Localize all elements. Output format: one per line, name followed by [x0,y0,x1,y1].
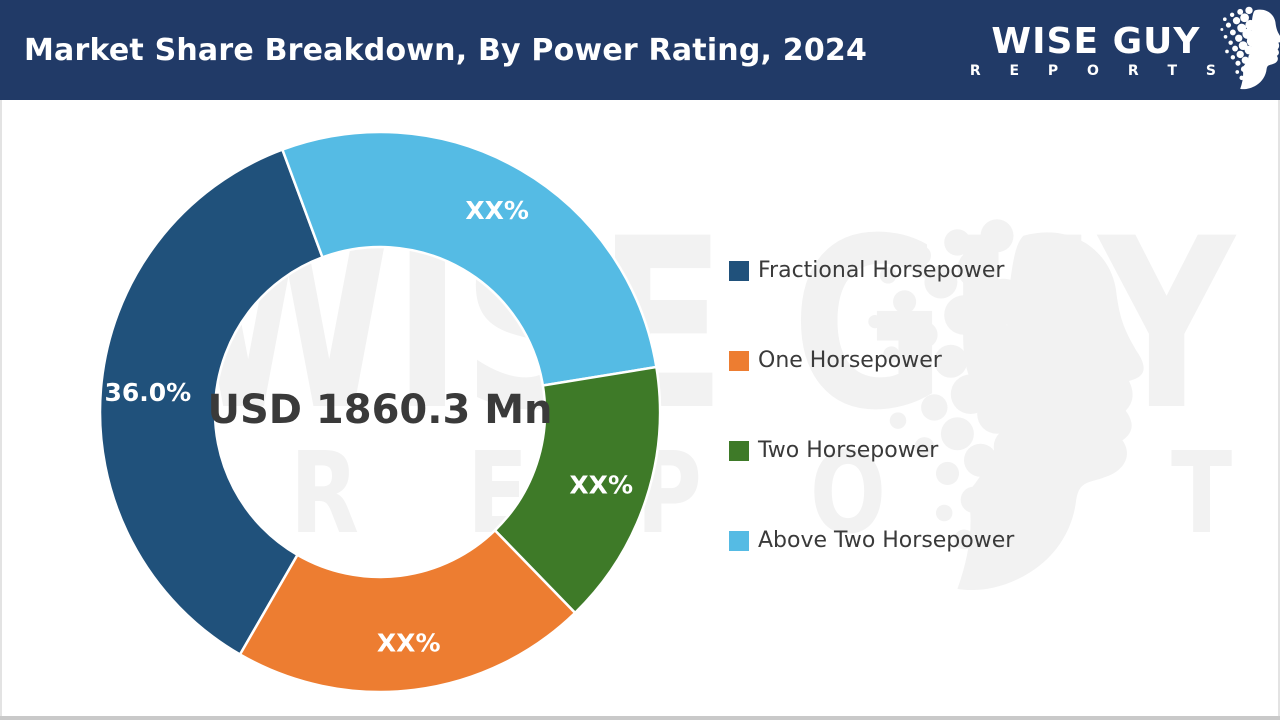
legend-swatch [729,261,749,281]
donut-slice-fractional-horsepower [98,147,325,657]
legend-label: Fractional Horsepower [758,258,1005,283]
slice-data-label: XX% [377,629,441,658]
donut-slice-two-horsepower [493,365,662,615]
logo-subtitle: R E P O R T S [969,62,1228,79]
legend: Fractional Horsepower One Horsepower Two H… [729,259,1014,619]
legend-item: Above Two Horsepower [729,529,1014,553]
chart-center-value: USD 1860.3 Mn [207,387,553,433]
slice-data-label: XX% [569,471,633,500]
right-border [1278,100,1280,720]
header: Market Share Breakdown, By Power Rating,… [0,0,1280,100]
slice-data-label: 36.0% [104,378,191,407]
bottom-border [0,716,1280,720]
page-title: Market Share Breakdown, By Power Rating,… [24,32,868,68]
legend-label: Above Two Horsepower [758,528,1015,553]
legend-swatch [729,531,749,551]
slice-data-label: XX% [465,196,529,225]
left-border [0,100,2,720]
legend-item: One Horsepower [729,349,1014,373]
legend-label: One Horsepower [758,348,942,373]
logo-wordmark: WISE GUY [991,20,1201,62]
legend-item: Two Horsepower [729,439,1014,463]
donut-slice-above-two-horsepower [280,130,658,387]
legend-label: Two Horsepower [758,438,939,463]
legend-swatch [729,441,749,461]
wiseguy-logo: WISE GUY R E P O R T S [964,2,1280,98]
legend-item: Fractional Horsepower [729,259,1014,283]
donut-slice-one-horsepower [238,528,577,694]
logo-face-icon [1212,6,1280,94]
legend-swatch [729,351,749,371]
